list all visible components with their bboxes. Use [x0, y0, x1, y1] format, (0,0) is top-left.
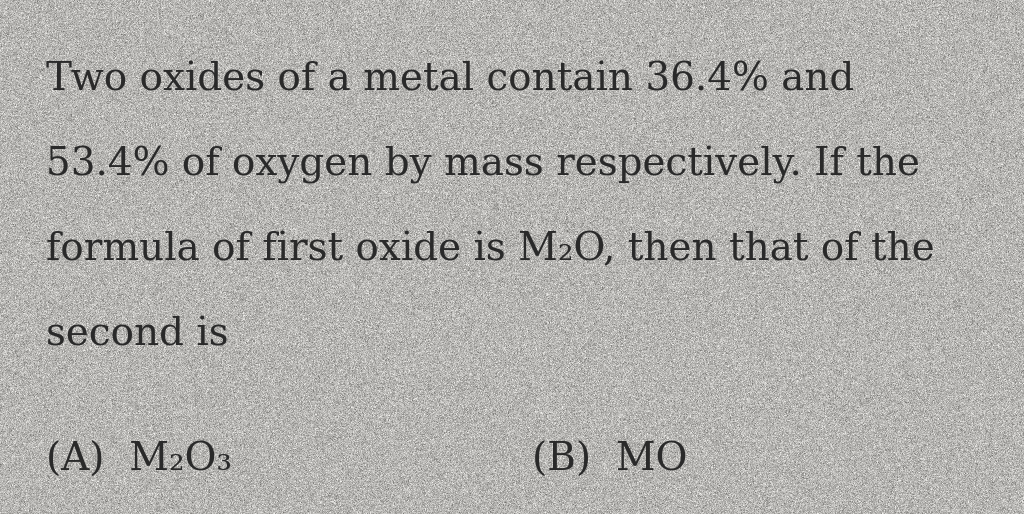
Text: second is: second is	[46, 316, 228, 353]
Text: formula of first oxide is M₂O, then that of the: formula of first oxide is M₂O, then that…	[46, 231, 935, 268]
Text: (B)  MO: (B) MO	[532, 442, 688, 479]
Text: Two oxides of a metal contain 36.4% and: Two oxides of a metal contain 36.4% and	[46, 62, 854, 99]
Text: (A)  M₂O₃: (A) M₂O₃	[46, 442, 232, 479]
Text: 53.4% of oxygen by mass respectively. If the: 53.4% of oxygen by mass respectively. If…	[46, 146, 921, 185]
